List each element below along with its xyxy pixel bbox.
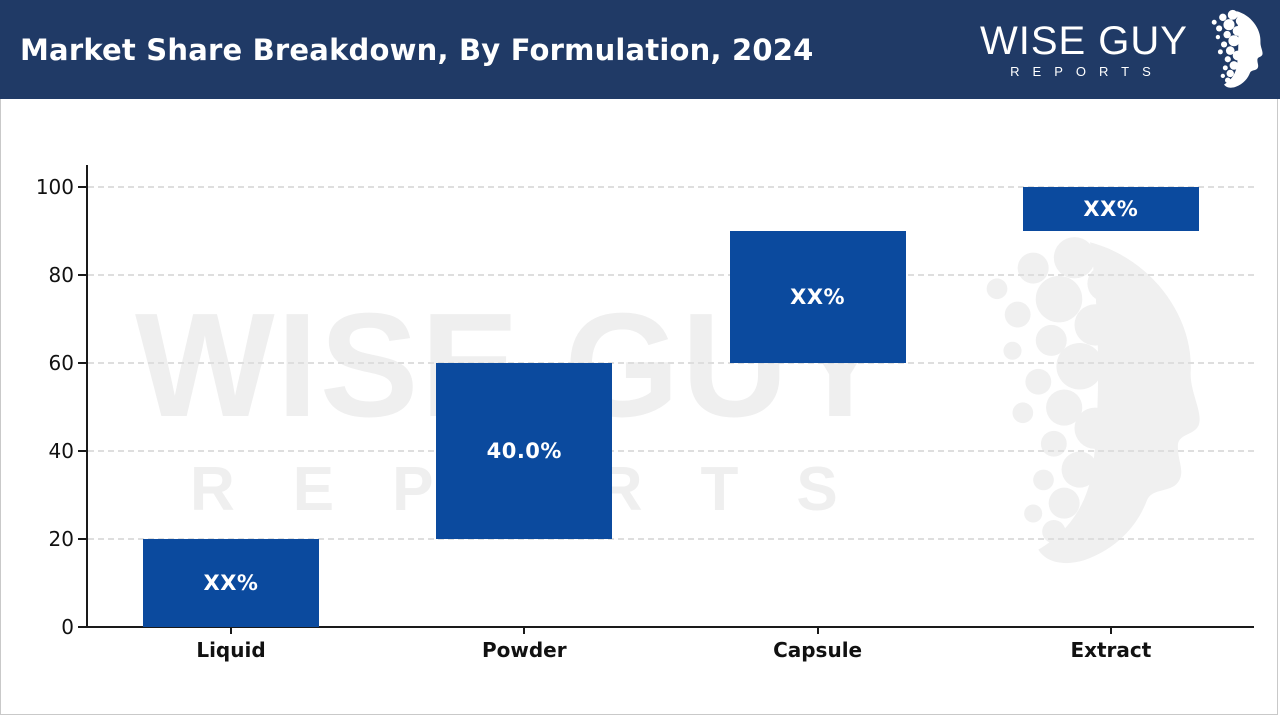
x-axis-category-label: Powder (481, 638, 567, 662)
y-axis-tick (78, 538, 86, 540)
y-axis-tick (78, 626, 86, 628)
x-axis-tick (1109, 628, 1112, 634)
y-axis-tick-label: 100 (35, 175, 74, 199)
y-axis-tick-label: 0 (61, 615, 74, 639)
gridline-40 (88, 450, 1254, 452)
y-axis-tick-label: 80 (48, 263, 74, 287)
y-axis-line (86, 165, 88, 628)
bar-value-label: XX% (790, 285, 846, 309)
header-band: Market Share Breakdown, By Formulation, … (0, 0, 1280, 99)
gridline-20 (88, 538, 1254, 540)
brand-logo-text: WISE GUY REPORTS (980, 21, 1188, 78)
x-axis-category-label: Extract (1070, 638, 1152, 662)
x-axis-tick (230, 628, 232, 634)
bar-powder: 40.0% (436, 363, 613, 539)
bar-capsule: XX% (729, 231, 906, 363)
content-frame-border (0, 99, 1278, 715)
y-axis-tick (78, 362, 86, 364)
y-axis-tick (78, 450, 86, 452)
gridline-60 (88, 362, 1254, 364)
x-axis-category-label: Capsule (773, 638, 863, 662)
bar-value-label: XX% (1083, 197, 1139, 221)
bar-value-label: XX% (203, 571, 259, 595)
x-axis-line (86, 626, 1254, 628)
y-axis-tick-label: 40 (48, 439, 74, 463)
bar-extract: XX% (1022, 187, 1199, 231)
gridline-100 (88, 186, 1254, 188)
page-title: Market Share Breakdown, By Formulation, … (20, 32, 814, 67)
gridline-80 (88, 274, 1254, 276)
y-axis-tick-label: 60 (48, 351, 74, 375)
brand-name: WISE GUY (979, 19, 1188, 63)
y-axis-tick-label: 20 (48, 527, 74, 551)
brand-subname: REPORTS (1010, 64, 1164, 79)
dotted-head-profile-icon (1211, 9, 1263, 88)
x-axis-tick (523, 628, 526, 634)
y-axis-tick (78, 274, 86, 276)
bar-value-label: 40.0% (486, 439, 562, 463)
x-axis-tick (816, 628, 819, 634)
bar-liquid: XX% (143, 539, 319, 627)
y-axis-tick (78, 186, 86, 188)
brand-logo: WISE GUY REPORTS (980, 8, 1266, 92)
x-axis-category-label: Liquid (196, 638, 266, 662)
